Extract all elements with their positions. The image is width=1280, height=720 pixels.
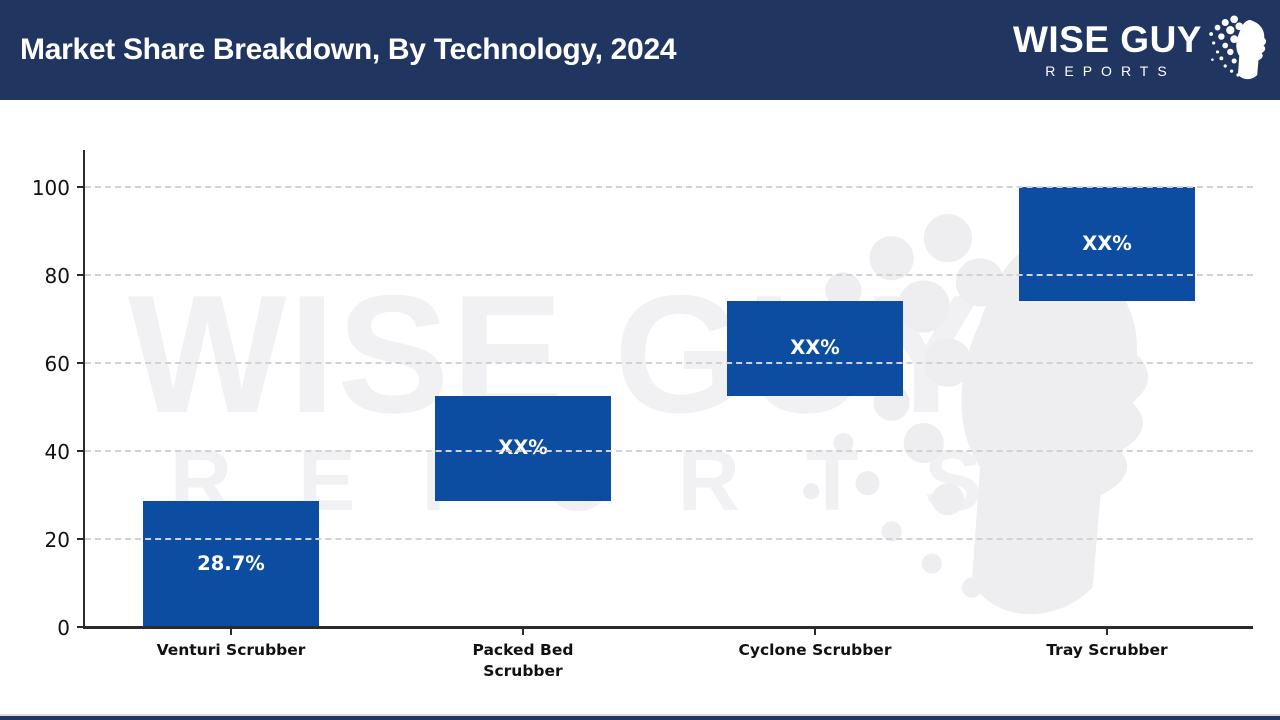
wiseguy-logo: WISE GUY REPORTS (1013, 8, 1270, 92)
x-tick-label-packed-bed-scrubber: Packed Bed Scrubber (472, 641, 574, 680)
bottom-hairline (0, 714, 1280, 716)
wiseguy-logo-text: WISE GUY REPORTS (1013, 21, 1202, 79)
y-tick-mark (77, 626, 84, 628)
face-logo-icon (1209, 15, 1267, 80)
y-tick-label: 60 (44, 352, 70, 376)
gridline-20 (85, 538, 1253, 540)
y-tick-label: 40 (44, 440, 70, 464)
y-tick-mark (77, 538, 84, 540)
x-tick-mark (814, 628, 816, 635)
y-axis-spine (83, 150, 85, 629)
gridline-80 (85, 274, 1253, 276)
gridline-100 (85, 186, 1253, 188)
bar-packed-bed-scrubber: XX% (435, 396, 611, 501)
x-tick-mark (230, 628, 232, 635)
x-tick-mark (1106, 628, 1108, 635)
y-tick-mark (77, 274, 84, 276)
gridline-40 (85, 450, 1253, 452)
x-axis-spine (83, 626, 1253, 629)
y-tick-label: 0 (57, 616, 70, 640)
bar-value-label: XX% (1082, 232, 1132, 256)
bar-tray-scrubber: XX% (1019, 187, 1195, 301)
logo-name: WISE GUY (1012, 19, 1202, 60)
bar-value-label: XX% (790, 336, 840, 360)
bar-venturi-scrubber: 28.7% (143, 500, 319, 627)
bar-value-label: 28.7% (197, 551, 265, 575)
y-tick-label: 80 (44, 264, 70, 288)
y-tick-mark (77, 450, 84, 452)
page-title: Market Share Breakdown, By Technology, 2… (20, 33, 677, 66)
x-tick-mark (522, 628, 524, 635)
footer-bar (0, 716, 1280, 720)
x-tick-label-cyclone-scrubber: Cyclone Scrubber (738, 641, 892, 659)
y-tick-label: 20 (44, 528, 70, 552)
logo-subtitle: REPORTS (1045, 63, 1176, 79)
y-tick-mark (77, 362, 84, 364)
y-tick-label: 100 (31, 176, 70, 200)
bar-cyclone-scrubber: XX% (727, 300, 903, 396)
gridline-60 (85, 362, 1253, 364)
y-tick-mark (77, 186, 84, 188)
x-tick-label-tray-scrubber: Tray Scrubber (1046, 641, 1168, 659)
bar-value-label: XX% (498, 436, 548, 460)
x-tick-label-venturi-scrubber: Venturi Scrubber (156, 641, 306, 659)
header-bar: Market Share Breakdown, By Technology, 2… (0, 0, 1280, 100)
